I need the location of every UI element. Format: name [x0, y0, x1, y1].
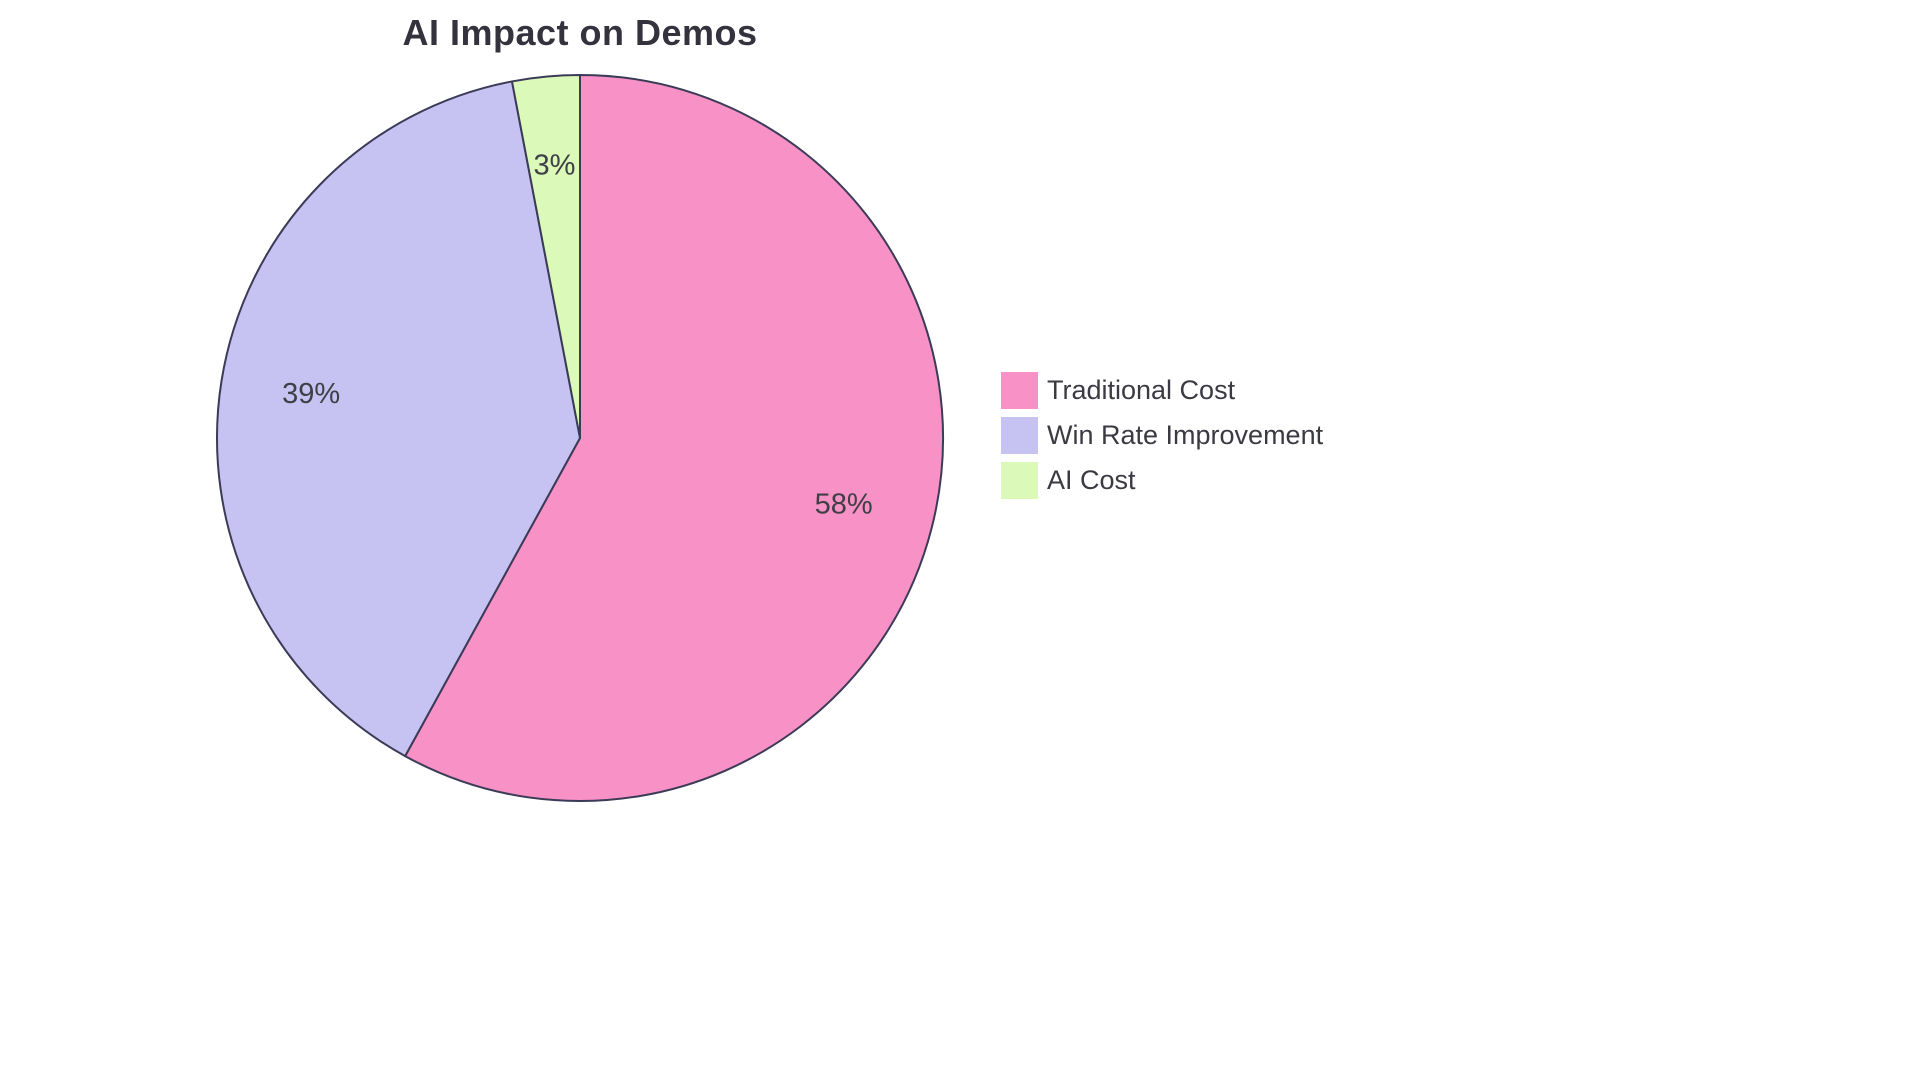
- pie-slice-percent-label: 3%: [533, 150, 575, 182]
- pie-slice-percent-label: 39%: [282, 378, 340, 410]
- legend-label: Traditional Cost: [1047, 375, 1236, 405]
- legend-item-traditional-cost: Traditional Cost: [1001, 372, 1323, 409]
- legend-swatch-traditional-cost: [1001, 372, 1038, 409]
- pie-slice-win-rate-improvement: [216, 80, 581, 758]
- legend-swatch-win-rate-improvement: [1001, 417, 1038, 454]
- pie-slice-percent-label: 58%: [815, 488, 873, 520]
- legend-item-win-rate-improvement: Win Rate Improvement: [1001, 417, 1323, 454]
- legend-label: AI Cost: [1047, 465, 1136, 495]
- legend-label: Win Rate Improvement: [1047, 420, 1324, 450]
- pie-slice-traditional-cost: [404, 74, 944, 802]
- chart-title: AI Impact on Demos: [402, 12, 758, 53]
- chart-legend: Traditional Cost Win Rate Improvement AI…: [1001, 372, 1323, 499]
- pie-slice-ai-cost: [510, 74, 581, 439]
- legend-item-ai-cost: AI Cost: [1001, 462, 1323, 499]
- legend-swatch-ai-cost: [1001, 462, 1038, 499]
